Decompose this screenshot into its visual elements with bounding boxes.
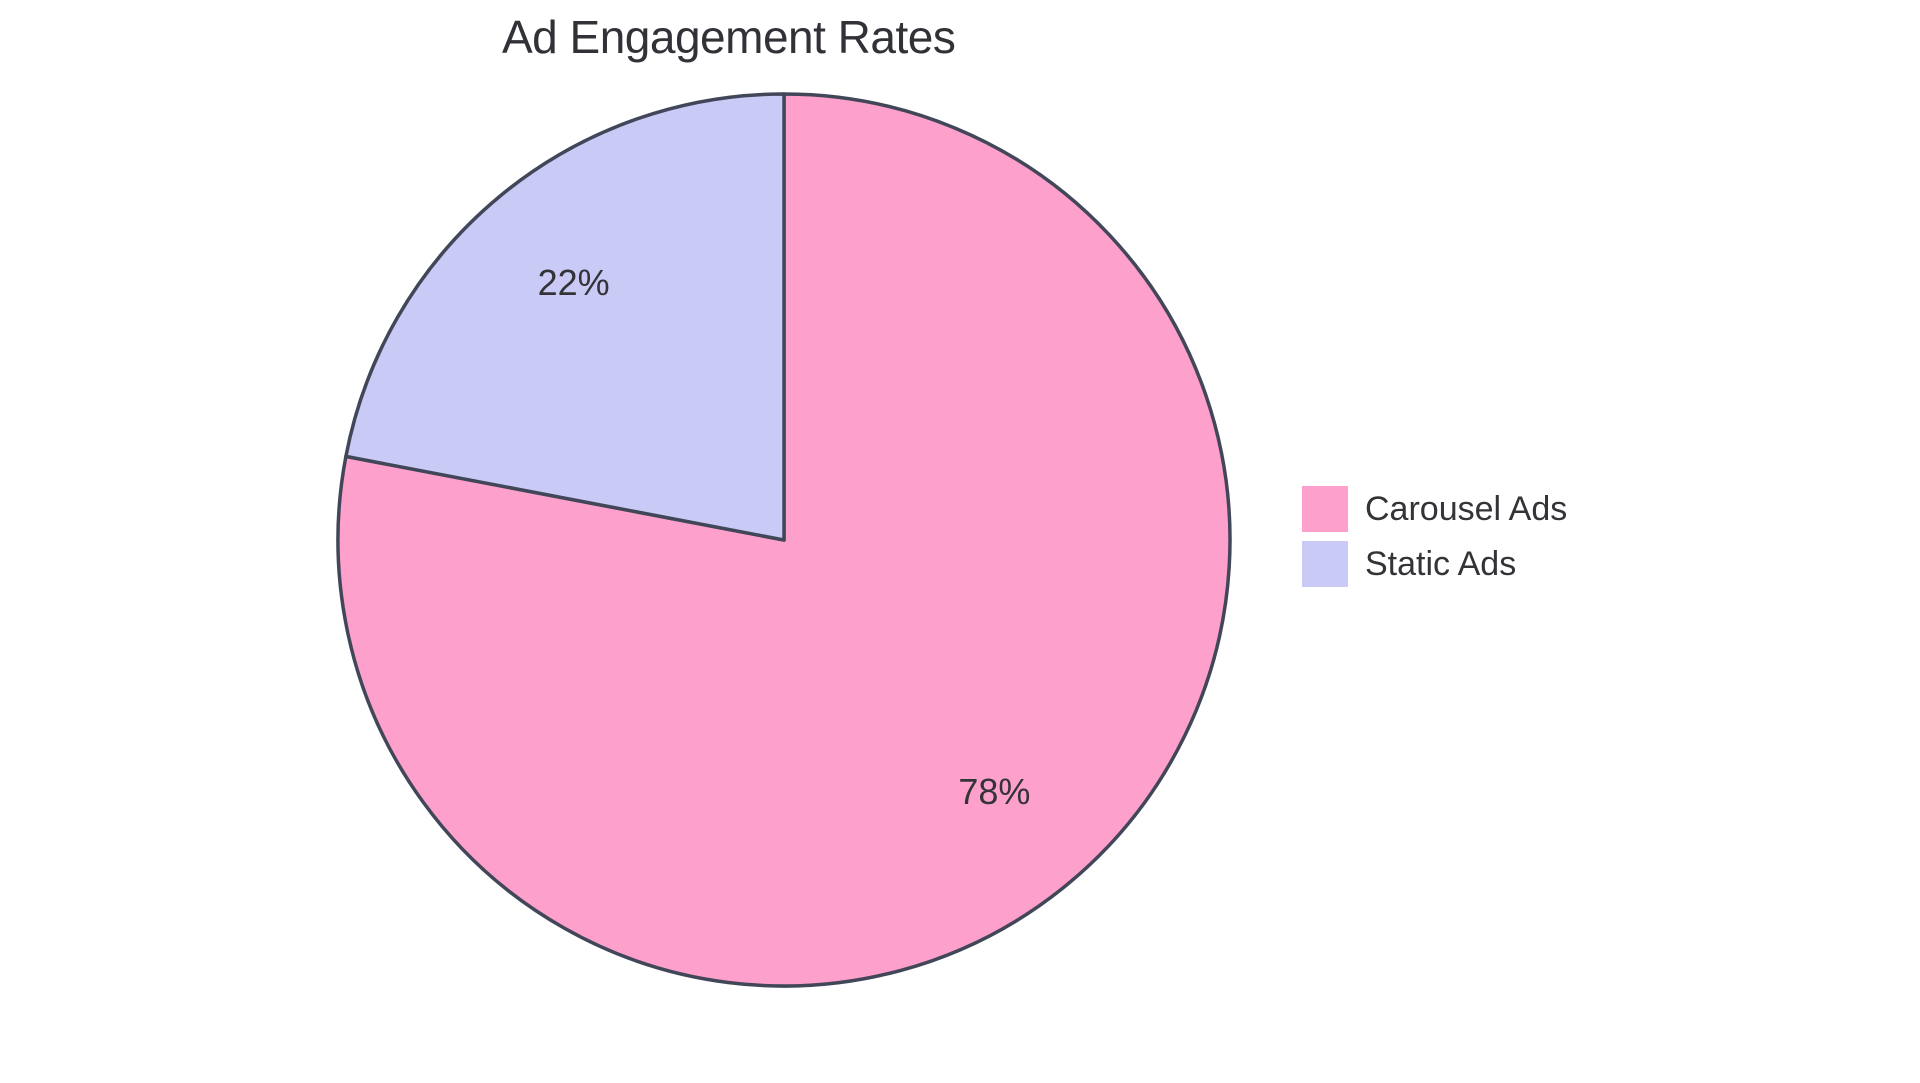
- slice-label-carousel-ads: 78%: [958, 771, 1030, 812]
- legend-item-static-ads[interactable]: Static Ads: [1302, 541, 1567, 587]
- legend-swatch-static-ads: [1302, 541, 1348, 587]
- legend-item-carousel-ads[interactable]: Carousel Ads: [1302, 486, 1567, 532]
- legend-label-static-ads: Static Ads: [1365, 544, 1517, 583]
- chart-title: Ad Engagement Rates: [502, 11, 956, 63]
- legend-label-carousel-ads: Carousel Ads: [1365, 489, 1568, 528]
- legend: Carousel Ads Static Ads: [1302, 486, 1567, 587]
- slice-label-static-ads: 22%: [538, 262, 610, 303]
- pie-slice-static-ads[interactable]: [344, 92, 786, 542]
- legend-swatch-carousel-ads: [1302, 486, 1348, 532]
